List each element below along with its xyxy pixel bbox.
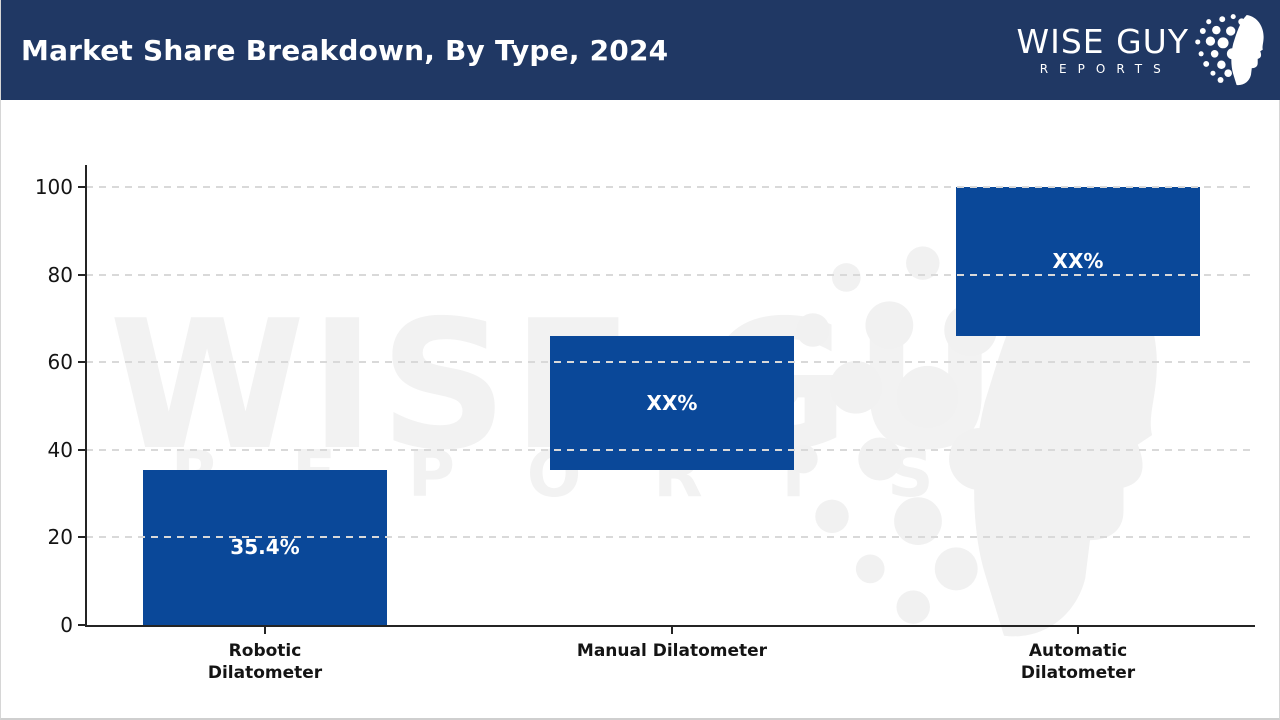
bar-value-label: 35.4% [230, 535, 300, 560]
x-tick-manual-dilatometer [671, 627, 673, 634]
header: Market Share Breakdown, By Type, 2024 WI… [1, 0, 1280, 100]
y-tick-label-60: 60 [47, 350, 73, 375]
y-tick-20 [78, 536, 85, 539]
logo-wordmark-main: WISE GUY [1016, 21, 1189, 61]
brand-logo: WISE GUY REPORTS [1016, 7, 1267, 93]
gridline-20 [86, 536, 1254, 539]
waterfall-chart: WISE GUY REPORTS 35.4%XX%XX%020406080100… [1, 100, 1280, 720]
y-axis-spine [85, 165, 87, 627]
bar-automatic-dilatometer: XX% [956, 187, 1200, 336]
gridline-100 [86, 186, 1254, 188]
y-tick-60 [78, 361, 85, 364]
y-tick-label-40: 40 [47, 437, 73, 462]
y-tick-label-0: 0 [60, 613, 73, 637]
y-tick-100 [78, 186, 85, 188]
x-axis-spine [85, 625, 1255, 627]
x-tick-label-manual-dilatometer: Manual Dilatometer [576, 641, 768, 661]
bar-value-label: XX% [1052, 249, 1104, 274]
page-title: Market Share Breakdown, By Type, 2024 [21, 33, 669, 67]
y-tick-40 [78, 448, 85, 451]
logo-face-icon [1195, 14, 1264, 86]
y-tick-label-80: 80 [47, 262, 73, 287]
x-tick-label-automatic-dilatometer: Automatic Dilatometer [1020, 641, 1136, 684]
x-tick-label-robotic-dilatometer: Robotic Dilatometer [207, 641, 323, 684]
logo-wordmark-sub: REPORTS [1039, 61, 1172, 76]
bar-manual-dilatometer: XX% [550, 335, 794, 470]
gridline-60 [86, 361, 1254, 364]
x-tick-automatic-dilatometer [1077, 627, 1079, 634]
bar-value-label: XX% [646, 390, 698, 415]
y-tick-label-20: 20 [47, 525, 73, 550]
y-tick-0 [78, 624, 85, 626]
bar-robotic-dilatometer: 35.4% [143, 469, 387, 625]
logo-wordmark: WISE GUY REPORTS [1016, 25, 1189, 76]
gridline-40 [86, 448, 1254, 451]
gridline-80 [86, 273, 1254, 276]
y-tick-label-100: 100 [34, 175, 73, 199]
y-tick-80 [78, 273, 85, 276]
x-tick-robotic-dilatometer [264, 627, 266, 634]
